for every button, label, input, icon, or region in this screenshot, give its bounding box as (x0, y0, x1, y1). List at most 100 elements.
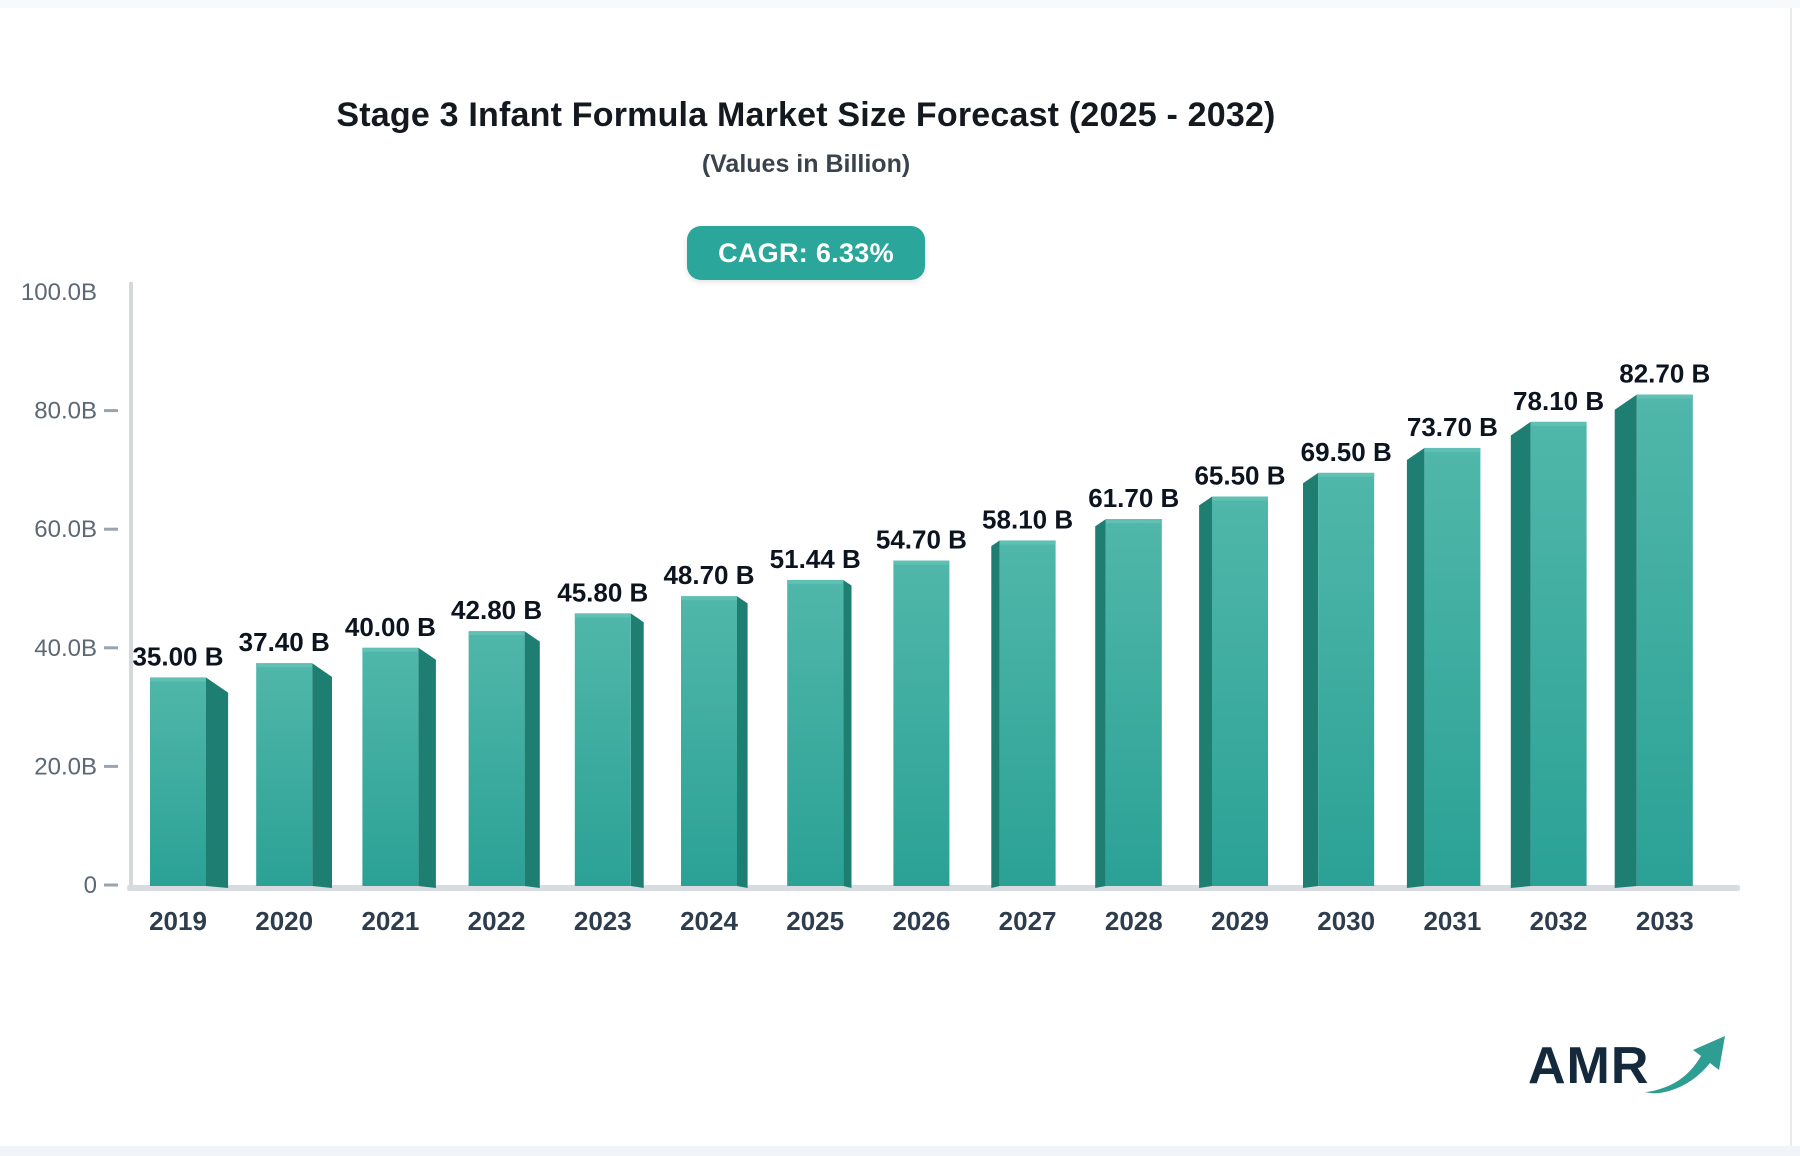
x-axis-label: 2031 (1423, 906, 1481, 936)
bar-top-highlight (999, 540, 1056, 545)
bar-front-face (681, 596, 737, 886)
bar-side-face (630, 613, 644, 888)
bar-value-label: 78.10 B (1513, 386, 1604, 416)
bar-value-label: 42.80 B (451, 595, 542, 625)
bar-2027 (991, 540, 1056, 888)
amr-logo: AMR (1528, 1026, 1778, 1106)
bar-front-face (1212, 496, 1268, 886)
amr-logo-arrow-icon (1645, 1036, 1726, 1094)
bar-top-highlight (681, 596, 737, 601)
y-tick-dash (104, 409, 118, 413)
bar-top-highlight (1424, 447, 1481, 452)
x-axis-label: 2020 (255, 906, 313, 936)
bar-top-highlight (362, 647, 419, 652)
bar-value-label: 37.40 B (239, 627, 330, 657)
bar-side-face (1510, 421, 1531, 888)
bar-2031 (1406, 447, 1481, 888)
bar-top-highlight (574, 613, 631, 618)
bar-side-face (991, 540, 1000, 888)
bar-value-label: 45.80 B (557, 577, 648, 607)
x-axis-label: 2025 (786, 906, 844, 936)
bar-value-label: 54.70 B (876, 525, 967, 555)
bar-top-highlight (1105, 519, 1162, 524)
y-tick-label: 60.0B (34, 516, 97, 543)
x-axis-label: 2026 (892, 906, 950, 936)
y-axis-line (129, 282, 133, 885)
bar-side-face (1095, 519, 1106, 888)
y-tick-dash (104, 764, 118, 768)
y-tick-label: 0 (84, 872, 97, 899)
bar-value-label: 82.70 B (1619, 359, 1710, 389)
bar-side-face (737, 596, 748, 888)
bar-side-face (1406, 447, 1425, 888)
x-axis-label: 2029 (1211, 906, 1269, 936)
cagr-badge-label: CAGR: 6.33% (718, 237, 894, 268)
bar-top-highlight (893, 560, 950, 565)
bar-front-face (1105, 519, 1162, 886)
bar-top-highlight (1636, 394, 1693, 399)
bar-2026 (893, 560, 950, 886)
y-tick-dash (104, 883, 118, 887)
y-axis: 100.0B 80.0B 60.0B 40.0B 20.0B 0 (21, 279, 1740, 899)
y-tick-label: 40.0B (34, 635, 97, 662)
bar-2021 (362, 647, 436, 888)
y-tick-dash (104, 527, 118, 531)
bar-top-highlight (256, 663, 313, 668)
bar-front-face (787, 579, 844, 886)
bar-2025 (787, 579, 852, 888)
bar-top-highlight (1318, 472, 1375, 477)
bar-front-face (1424, 447, 1481, 886)
bar-2023 (574, 613, 644, 888)
cagr-badge: CAGR: 6.33% (687, 226, 925, 280)
chart-title: Stage 3 Infant Formula Market Size Forec… (336, 96, 1276, 134)
bar-value-label: 65.50 B (1194, 461, 1285, 491)
top-edge-strip (0, 0, 1800, 8)
x-axis-label: 2027 (999, 906, 1057, 936)
bar-side-face (206, 677, 229, 888)
bars-group (150, 394, 1693, 888)
bar-side-face (524, 631, 540, 888)
bar-side-face (418, 647, 436, 888)
chart-subtitle: (Values in Billion) (701, 150, 911, 178)
bar-front-face (574, 613, 631, 886)
bar-value-label: 48.70 B (663, 560, 754, 590)
x-axis-label: 2022 (468, 906, 526, 936)
x-axis-label: 2033 (1636, 906, 1694, 936)
bar-value-label: 40.00 B (345, 612, 436, 642)
bar-value-label: 51.44 B (770, 544, 861, 574)
y-tick-label: 20.0B (34, 753, 97, 780)
bar-top-highlight (150, 677, 206, 682)
bar-front-face (893, 560, 950, 886)
bar-front-face (1636, 394, 1693, 886)
bottom-edge-strip (0, 1146, 1800, 1156)
bar-2029 (1199, 496, 1268, 888)
bar-value-label: 35.00 B (132, 641, 223, 671)
x-axis-label: 2032 (1530, 906, 1588, 936)
amr-logo-text: AMR (1528, 1037, 1650, 1095)
bar-2028 (1095, 519, 1162, 888)
x-axis-label: 2019 (149, 906, 207, 936)
bar-2033 (1614, 394, 1693, 888)
bar-2020 (256, 663, 332, 888)
x-axis-label: 2021 (361, 906, 419, 936)
bar-front-face (150, 677, 206, 886)
bar-side-face (843, 579, 852, 888)
bar-value-label: 61.70 B (1088, 483, 1179, 513)
labels-group: 35.00 B 2019 37.40 B 2020 40.00 B 2021 42.80 B… (132, 359, 1710, 936)
bar-value-label: 69.50 B (1301, 437, 1392, 467)
bar-2019 (150, 677, 229, 888)
right-edge-line (1790, 8, 1792, 1146)
bar-value-label: 58.10 B (982, 504, 1073, 534)
bar-top-highlight (1212, 496, 1268, 501)
bar-value-label: 73.70 B (1407, 412, 1498, 442)
bar-front-face (468, 631, 525, 886)
y-tick-label: 80.0B (34, 398, 97, 425)
bar-top-highlight (468, 631, 525, 636)
bar-front-face (1318, 472, 1375, 886)
x-axis-label: 2030 (1317, 906, 1375, 936)
y-tick-dash (104, 646, 118, 650)
bar-top-highlight (1530, 421, 1587, 426)
bar-2024 (681, 596, 748, 888)
